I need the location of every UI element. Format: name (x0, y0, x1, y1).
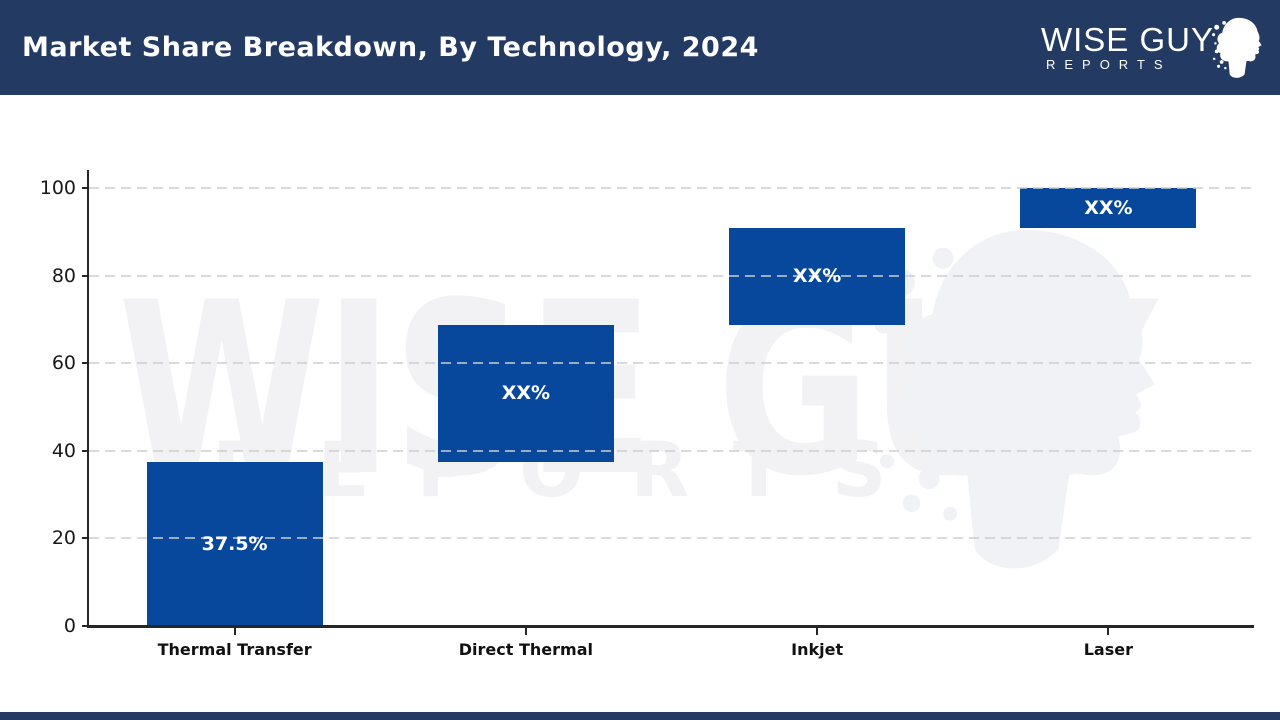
footer-bar (0, 712, 1280, 720)
y-tick-label: 60 (51, 352, 76, 375)
bar-segment (1020, 188, 1197, 229)
brand-name: WISE GUY (1040, 20, 1214, 58)
y-tick-mark (82, 449, 89, 452)
y-tick-mark (82, 362, 89, 365)
y-tick-mark (82, 625, 89, 627)
brand-text: WISE GUY REPORTS (1040, 20, 1214, 73)
page-title: Market Share Breakdown, By Technology, 2… (22, 32, 759, 63)
bar-segment (146, 461, 323, 626)
bar-value-label: XX% (792, 265, 842, 288)
brand-logo: WISE GUY REPORTS (1041, 10, 1270, 86)
x-tick-mark (233, 628, 236, 635)
bar-value-label: 37.5% (201, 532, 268, 555)
bar-value-label: XX% (1084, 197, 1133, 220)
brand-head-icon (1212, 17, 1262, 78)
x-category-label: Thermal Transfer (157, 640, 312, 659)
y-axis-line (87, 170, 89, 628)
gridline (89, 449, 1254, 452)
y-tick-label: 80 (51, 264, 76, 287)
y-tick-label: 20 (51, 527, 76, 550)
x-category-label: Direct Thermal (458, 640, 593, 659)
y-tick-label: 0 (63, 615, 76, 637)
bar-segment (437, 324, 614, 462)
y-tick-label: 100 (39, 177, 76, 199)
gridline (89, 274, 1254, 277)
gridline (89, 362, 1254, 365)
bar-value-label: XX% (501, 382, 551, 405)
gridline (89, 187, 1254, 189)
x-category-label: Inkjet (791, 640, 844, 659)
y-tick-mark (82, 537, 89, 540)
report-header: Market Share Breakdown, By Technology, 2… (0, 0, 1280, 95)
x-axis-line (87, 625, 1254, 628)
x-tick-mark (816, 628, 819, 635)
x-tick-mark (524, 628, 527, 635)
x-category-label: Laser (1083, 640, 1133, 659)
y-tick-label: 40 (51, 439, 76, 462)
gridline (89, 537, 1254, 540)
y-tick-mark (82, 187, 89, 189)
x-tick-mark (1107, 628, 1110, 635)
brand-subtitle: REPORTS (1045, 57, 1172, 73)
y-tick-mark (82, 274, 89, 277)
